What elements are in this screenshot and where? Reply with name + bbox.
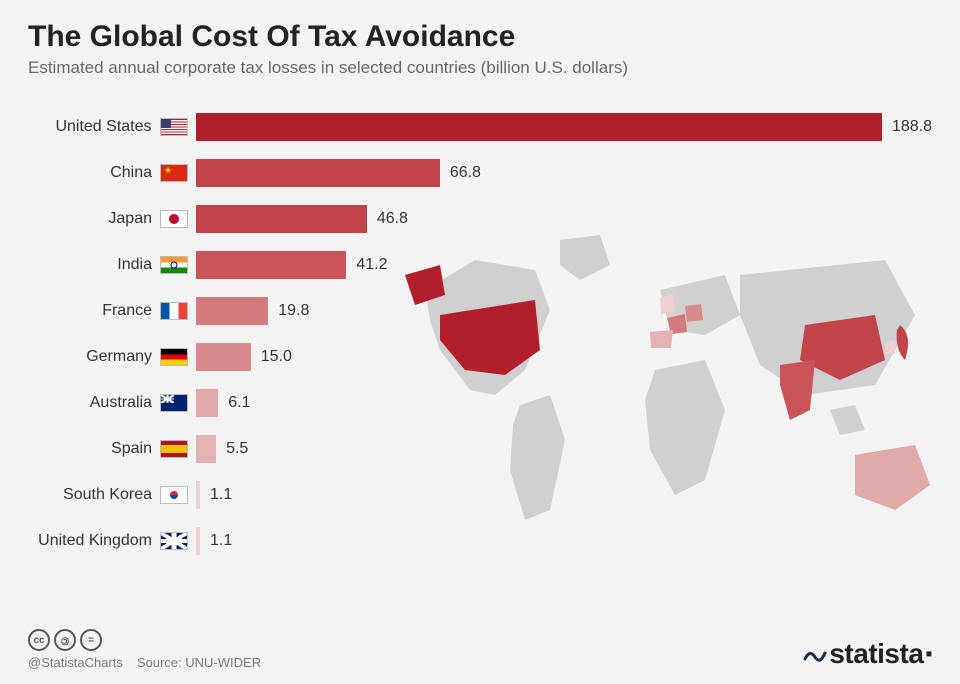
bar <box>196 113 882 141</box>
bar-row: Japan 46.8 <box>28 196 932 242</box>
bar-row: United Kingdom 1.1 <box>28 518 932 564</box>
flag-icon <box>160 440 188 458</box>
value-label: 41.2 <box>356 256 387 274</box>
bar <box>196 343 251 371</box>
country-label: Spain <box>28 440 160 458</box>
value-label: 15.0 <box>261 348 292 366</box>
country-label: India <box>28 256 160 274</box>
handle-text: @StatistaCharts <box>28 655 123 670</box>
bar-row: China 66.8 <box>28 150 932 196</box>
cc-icon: cc <box>28 629 50 651</box>
flag-icon <box>160 256 188 274</box>
country-label: United States <box>28 118 160 136</box>
country-label: United Kingdom <box>28 532 160 550</box>
brand-text: statista <box>829 638 923 670</box>
nd-icon: = <box>80 629 102 651</box>
country-label: Germany <box>28 348 160 366</box>
by-icon: 🄯 <box>54 629 76 651</box>
bar-row: France 19.8 <box>28 288 932 334</box>
country-label: France <box>28 302 160 320</box>
flag-icon <box>160 210 188 228</box>
country-label: China <box>28 164 160 182</box>
bar-chart: United States 188.8 China 66.8 Japan 46.8 Indi… <box>0 86 960 574</box>
flag-icon <box>160 532 188 550</box>
bar <box>196 389 218 417</box>
value-label: 6.1 <box>228 394 250 412</box>
license-icons: cc 🄯 = <box>28 629 261 651</box>
brand-dot-icon: ▪ <box>925 643 932 666</box>
chart-subtitle: Estimated annual corporate tax losses in… <box>28 58 932 78</box>
country-label: South Korea <box>28 486 160 504</box>
bar <box>196 435 216 463</box>
flag-icon <box>160 302 188 320</box>
bar-row: South Korea 1.1 <box>28 472 932 518</box>
value-label: 188.8 <box>892 118 932 136</box>
chart-header: The Global Cost Of Tax Avoidance Estimat… <box>0 0 960 86</box>
bar-row: Spain 5.5 <box>28 426 932 472</box>
value-label: 46.8 <box>377 210 408 228</box>
bar-row: India 41.2 <box>28 242 932 288</box>
bar <box>196 527 200 555</box>
statista-logo: statista ▪ <box>803 638 932 670</box>
bar-row: United States 188.8 <box>28 104 932 150</box>
chart-title: The Global Cost Of Tax Avoidance <box>28 20 932 54</box>
flag-icon <box>160 394 188 412</box>
flag-icon <box>160 164 188 182</box>
bar <box>196 251 346 279</box>
bar <box>196 205 367 233</box>
source-text: Source: UNU-WIDER <box>137 655 261 670</box>
chart-footer: cc 🄯 = @StatistaCharts Source: UNU-WIDER… <box>28 629 932 670</box>
value-label: 1.1 <box>210 532 232 550</box>
flag-icon <box>160 486 188 504</box>
value-label: 66.8 <box>450 164 481 182</box>
country-label: Japan <box>28 210 160 228</box>
bar <box>196 159 440 187</box>
value-label: 1.1 <box>210 486 232 504</box>
bar-row: Germany 15.0 <box>28 334 932 380</box>
flag-icon <box>160 348 188 366</box>
bar <box>196 481 200 509</box>
value-label: 5.5 <box>226 440 248 458</box>
flag-icon <box>160 118 188 136</box>
country-label: Australia <box>28 394 160 412</box>
value-label: 19.8 <box>278 302 309 320</box>
bar <box>196 297 268 325</box>
bar-row: Australia 6.1 <box>28 380 932 426</box>
